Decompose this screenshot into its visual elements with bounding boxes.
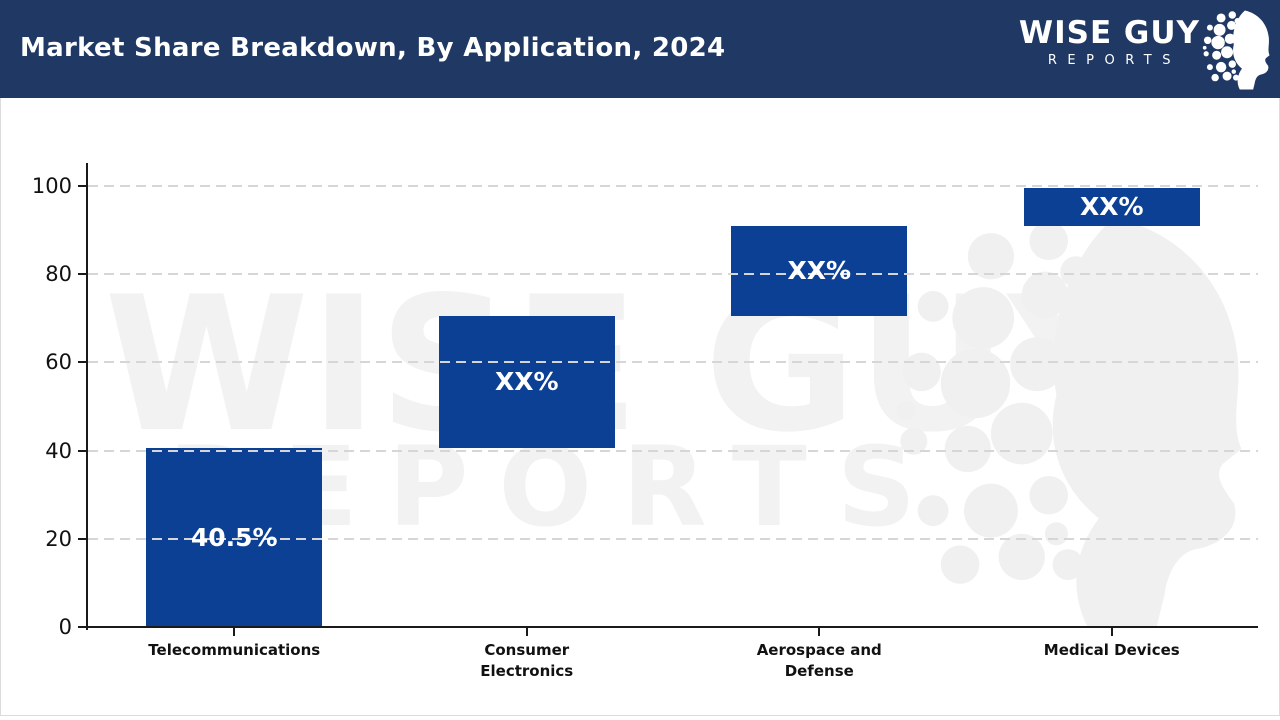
x-category-label-line: Consumer [484, 641, 570, 659]
y-tick-label: 0 [58, 615, 72, 639]
y-tick-label: 20 [45, 526, 72, 551]
y-tick-label: 60 [45, 350, 72, 375]
y-tick [78, 361, 86, 364]
logo-subtitle: REPORTS [1047, 53, 1181, 68]
logo-text: WISE GUY REPORTS [1019, 16, 1200, 68]
y-tick [78, 185, 86, 187]
bar-value-label: 40.5% [190, 522, 278, 552]
bar-value-label: XX% [787, 255, 852, 285]
x-category-label-line: Aerospace and [756, 641, 882, 659]
x-tick [525, 628, 528, 636]
x-category-label: Medical Devices [972, 640, 1252, 661]
logo-wordmark: WISE GUY [1018, 15, 1200, 51]
y-tick [78, 273, 86, 276]
y-axis-line [86, 163, 88, 630]
bar-telecommunications [146, 448, 323, 627]
chart-title: Market Share Breakdown, By Application, … [20, 33, 726, 63]
x-category-label-line: Medical Devices [1043, 641, 1180, 659]
bar-consumer-electronics [438, 316, 615, 449]
bar-medical-devices [1023, 188, 1200, 226]
x-axis-line [86, 626, 1258, 628]
gridline-40 [88, 449, 1258, 452]
x-category-label: Aerospace and Defense [679, 640, 959, 682]
gridline-100 [88, 185, 1258, 187]
x-category-label: Consumer Electronics [387, 640, 667, 682]
bar-value-label: XX% [1079, 191, 1144, 221]
logo-face-icon [1202, 10, 1270, 90]
y-tick-label: 40 [45, 438, 72, 463]
x-category-label: Telecommunications [94, 640, 374, 661]
bar-aerospace-and-defense [731, 225, 908, 317]
y-tick [78, 626, 86, 628]
bar-value-label: XX% [494, 367, 559, 397]
header-bar: Market Share Breakdown, By Application, … [0, 0, 1280, 98]
x-tick [818, 628, 821, 636]
y-tick-label: 100 [31, 174, 72, 198]
y-tick [78, 449, 86, 452]
x-tick [233, 628, 236, 636]
x-category-label-line: Telecommunications [148, 641, 321, 659]
gridline-20 [88, 537, 1258, 540]
y-tick [78, 537, 86, 540]
x-tick [1110, 628, 1113, 636]
x-category-label-line: Defense [784, 662, 854, 680]
wise-guy-logo: WISE GUY REPORTS [1019, 8, 1274, 92]
gridline-60 [88, 361, 1258, 364]
gridline-80 [88, 273, 1258, 276]
y-tick-label: 80 [45, 262, 72, 287]
x-category-label-line: Electronics [480, 662, 574, 680]
